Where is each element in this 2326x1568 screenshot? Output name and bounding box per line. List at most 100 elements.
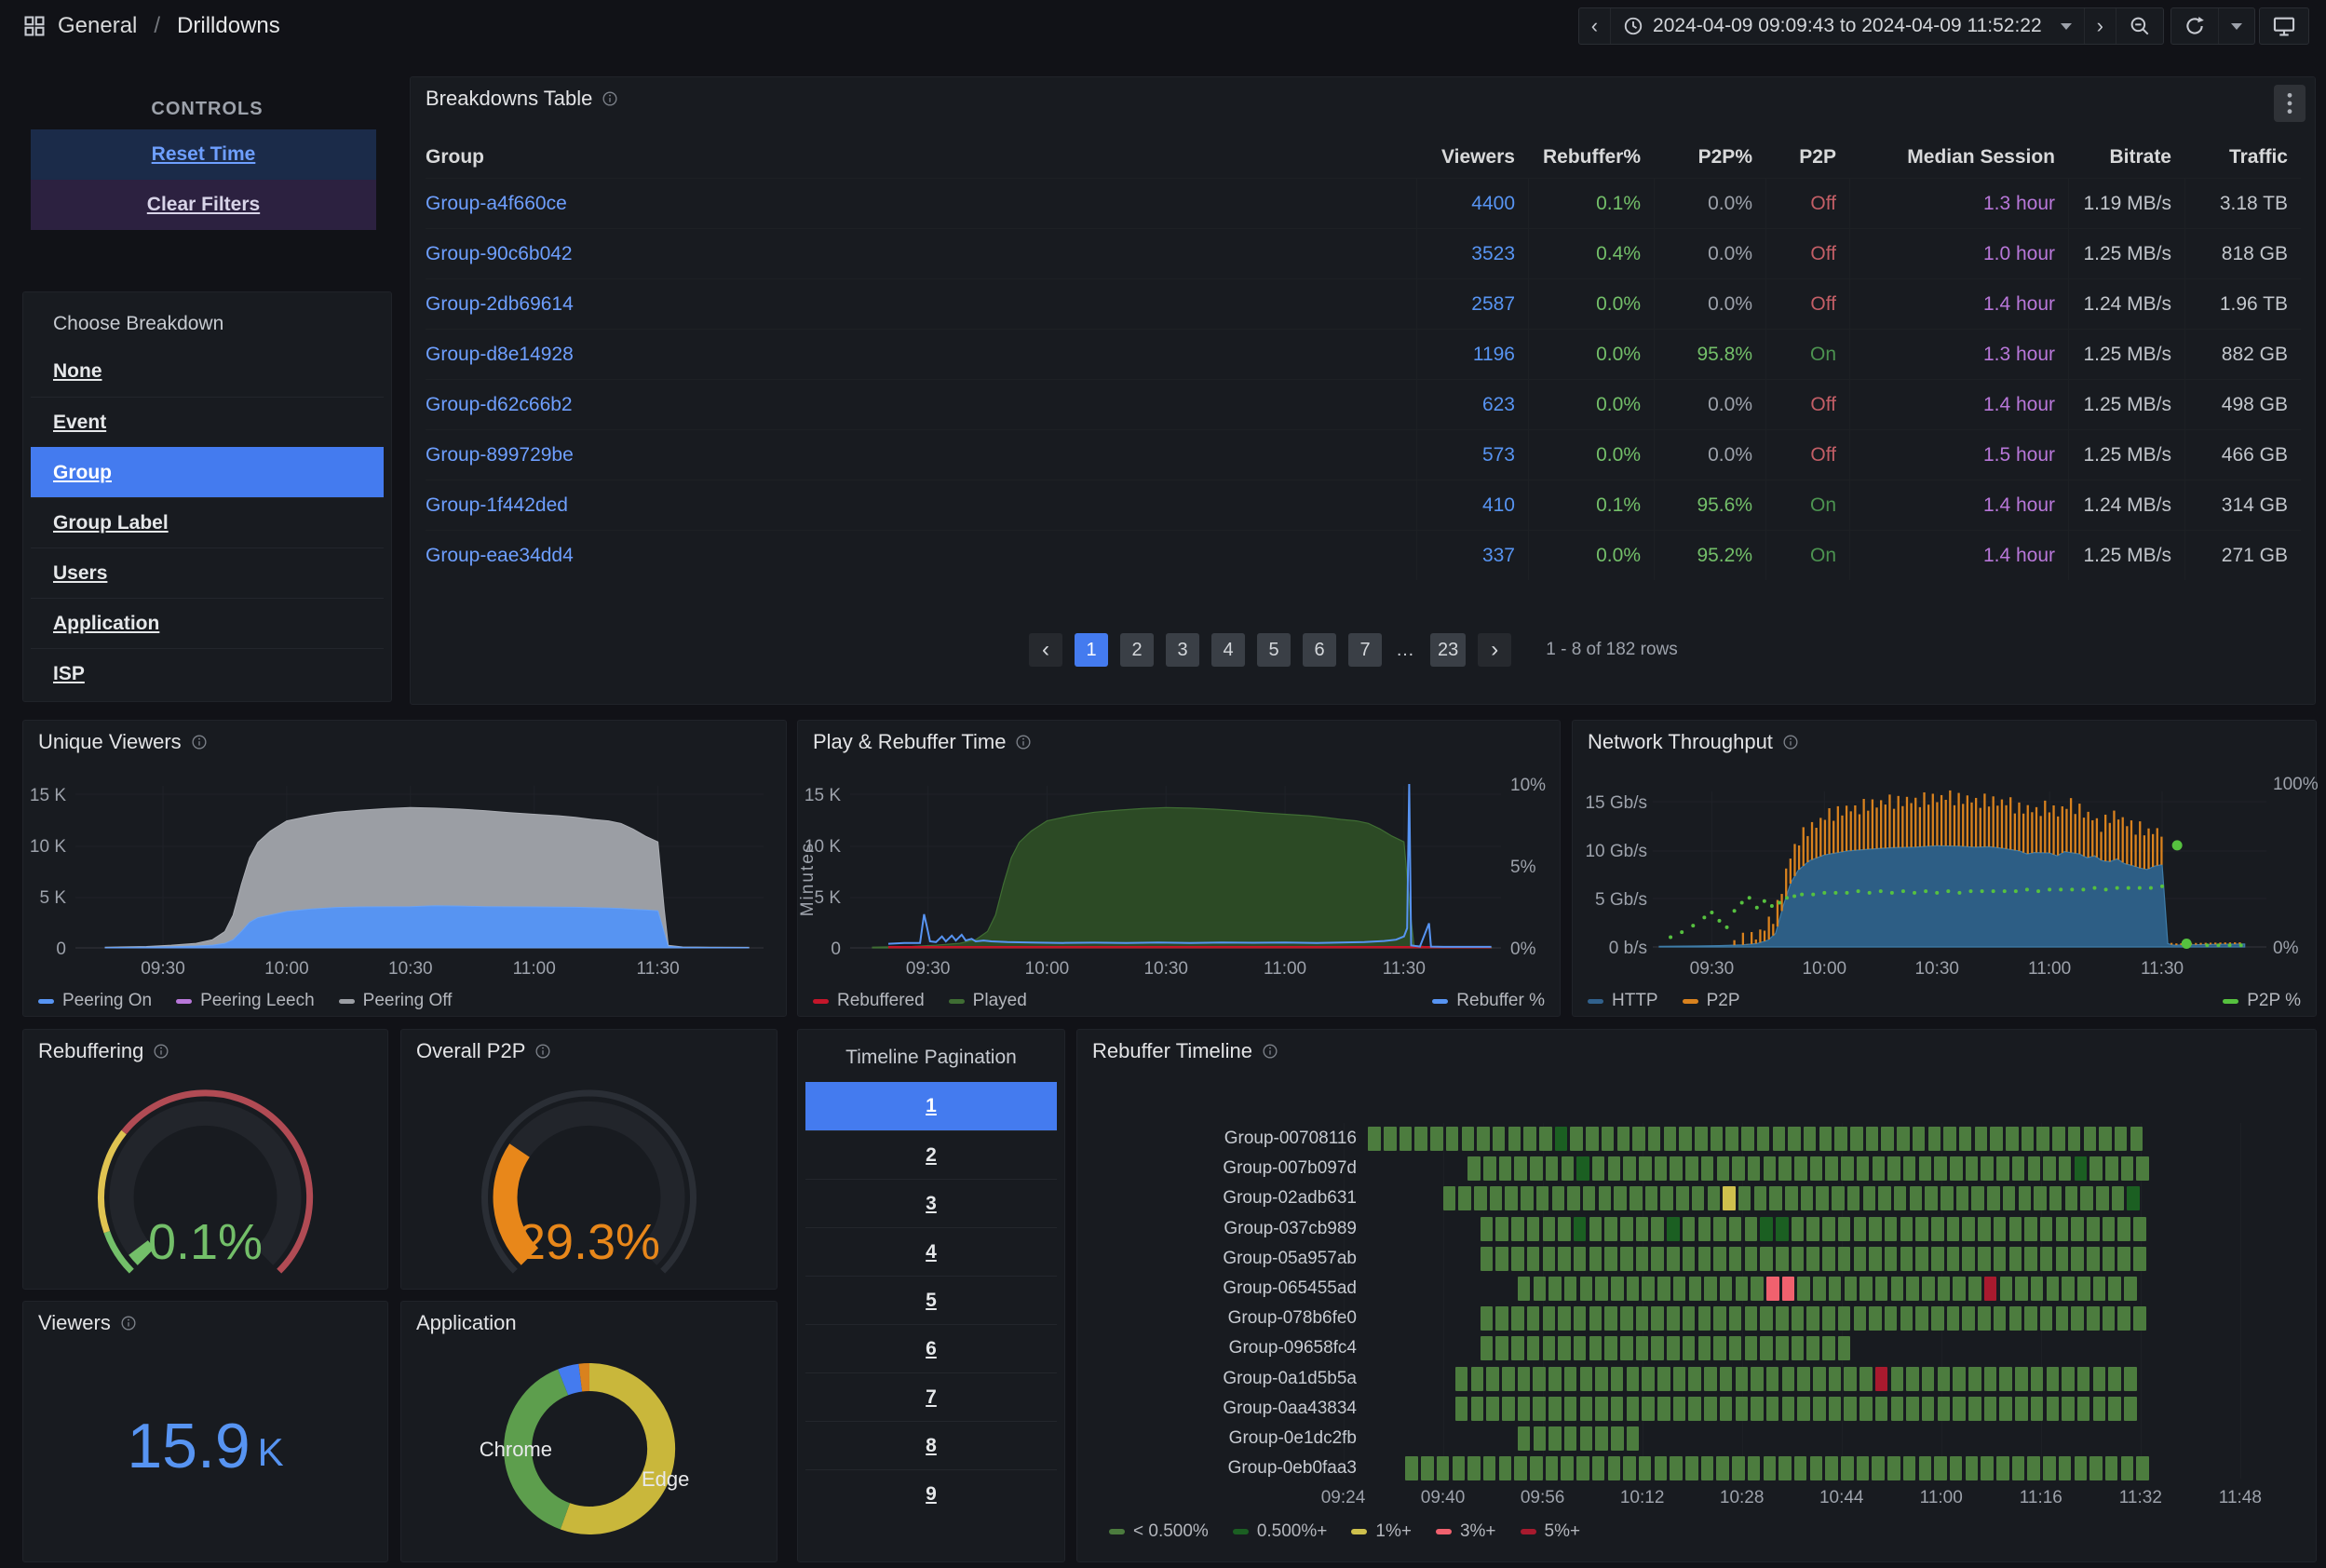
legend-item[interactable]: P2P % [2223,991,2301,1011]
legend-item[interactable]: Peering Leech [176,991,315,1011]
column-header[interactable]: Group [426,146,484,168]
timeline-cell [1700,1156,1714,1182]
timeline-page-7[interactable]: 7 [805,1372,1057,1421]
breakdown-item-none[interactable]: None [53,360,102,382]
table-cell[interactable]: 3523 [1416,229,1528,278]
table-cell[interactable]: 2587 [1416,279,1528,329]
dashboard-grid-icon[interactable] [22,14,47,38]
table-cell[interactable]: 573 [1416,430,1528,480]
timeline-page-1[interactable]: 1 [805,1082,1057,1130]
column-header[interactable]: Bitrate [2109,146,2171,168]
legend-item[interactable]: Peering On [38,991,152,1011]
column-header[interactable]: P2P% [1697,146,1752,168]
group-link[interactable]: Group-a4f660ce [426,192,567,214]
breadcrumb-section[interactable]: General [58,13,138,38]
info-icon[interactable] [120,1315,137,1331]
reset-time-button[interactable]: Reset Time [31,129,376,180]
timeline-cell [1610,1366,1624,1391]
group-link[interactable]: Group-d62c66b2 [426,393,573,415]
table-cell[interactable]: 1196 [1416,330,1528,379]
group-link[interactable]: Group-d8e14928 [426,343,574,365]
timeline-page-5[interactable]: 5 [805,1276,1057,1324]
legend-item[interactable]: < 0.500% [1109,1521,1209,1542]
info-icon[interactable] [602,90,618,107]
pagination-page-button[interactable]: 7 [1348,633,1382,667]
group-link[interactable]: Group-90c6b042 [426,242,573,264]
column-header[interactable]: Viewers [1440,146,1515,168]
timeline-cell [1765,1396,1779,1421]
timeline-page-6[interactable]: 6 [805,1324,1057,1372]
info-icon[interactable] [1015,734,1032,750]
refresh-interval-button[interactable] [2218,8,2254,44]
legend-item[interactable]: Played [948,991,1027,1011]
column-header[interactable]: Rebuffer% [1542,146,1641,168]
pagination-page-button[interactable]: 6 [1303,633,1336,667]
timeline-cell [2046,1277,2060,1301]
legend-item[interactable]: Rebuffered [813,991,925,1011]
column-header[interactable]: Traffic [2228,146,2288,168]
info-icon[interactable] [153,1043,169,1060]
column-header[interactable]: P2P [1799,146,1836,168]
pagination-page-button[interactable]: 2 [1120,633,1154,667]
time-range-picker[interactable]: 2024-04-09 09:09:43 to 2024-04-09 11:52:… [1610,8,2084,44]
timeline-cell [1477,1127,1490,1151]
timeline-cell [1965,1456,1979,1481]
breakdown-item-application[interactable]: Application [31,598,384,648]
pagination-page-button[interactable]: 1 [1075,633,1108,667]
table-cell[interactable]: 623 [1416,380,1528,429]
table-cell: 0.0% [1654,179,1765,228]
timeline-row-label: Group-09658fc4 [1228,1338,1357,1358]
timeline-cell [1937,1366,1951,1391]
table-cell[interactable]: 4400 [1416,179,1528,228]
group-link[interactable]: Group-1f442ded [426,493,568,516]
timeline-cell [1897,1127,1910,1151]
breakdown-item-users[interactable]: Users [31,547,384,598]
refresh-button[interactable] [2171,8,2218,44]
info-icon[interactable] [1782,734,1799,750]
timeline-cell [2011,1456,2025,1481]
clear-filters-button[interactable]: Clear Filters [31,180,376,230]
breakdown-item-isp[interactable]: ISP [31,648,384,698]
timeline-cell [1978,1216,1991,1241]
legend-item[interactable]: Peering Off [338,991,452,1011]
info-icon[interactable] [1262,1043,1278,1060]
time-shift-forward-button[interactable]: › [2083,8,2116,44]
timeline-page-8[interactable]: 8 [805,1421,1057,1469]
table-cell[interactable]: 410 [1416,480,1528,530]
pagination-page-button[interactable]: 4 [1211,633,1245,667]
timeline-cell [1539,1127,1552,1151]
legend-item[interactable]: P2P [1682,991,1740,1011]
legend-item[interactable]: 1%+ [1351,1521,1412,1542]
timeline-page-4[interactable]: 4 [805,1227,1057,1276]
timeline-cell [1647,1127,1661,1151]
column-header[interactable]: Median Session [1907,146,2055,168]
timeline-page-9[interactable]: 9 [805,1469,1057,1518]
timeline-page-3[interactable]: 3 [805,1179,1057,1227]
pagination-page-button[interactable]: 5 [1257,633,1291,667]
breakdown-item-event[interactable]: Event [31,397,384,447]
legend-item[interactable]: 0.500%+ [1232,1521,1327,1542]
breakdown-item-group-label[interactable]: Group Label [31,497,384,547]
info-icon[interactable] [534,1043,551,1060]
legend-item[interactable]: 5%+ [1520,1521,1580,1542]
panel-menu-button[interactable] [2274,85,2306,122]
timeline-cell [1778,1456,1792,1481]
info-icon[interactable] [191,734,208,750]
kiosk-mode-button[interactable] [2260,8,2308,44]
zoom-out-button[interactable] [2116,8,2163,44]
legend-item[interactable]: 3%+ [1435,1521,1496,1542]
pagination-page-button[interactable]: 3 [1166,633,1199,667]
timeline-cell [1887,1456,1900,1481]
breakdown-item-group[interactable]: Group [31,447,384,497]
timeline-page-2[interactable]: 2 [805,1130,1057,1179]
legend-item[interactable]: Rebuffer % [1432,991,1545,1011]
table-cell[interactable]: 337 [1416,531,1528,580]
time-shift-back-button[interactable]: ‹ [1590,14,1599,37]
group-link[interactable]: Group-2db69614 [426,292,574,315]
pagination-prev-button[interactable]: ‹ [1029,633,1062,667]
pagination-next-button[interactable]: › [1478,633,1512,667]
pagination-page-button[interactable]: 23 [1430,633,1467,667]
group-link[interactable]: Group-899729be [426,443,574,466]
group-link[interactable]: Group-eae34dd4 [426,544,574,566]
legend-item[interactable]: HTTP [1588,991,1658,1011]
